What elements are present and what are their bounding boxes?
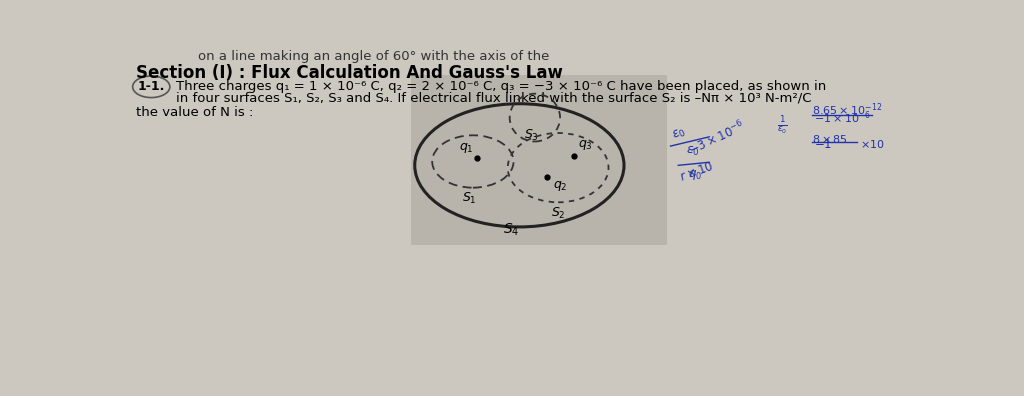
Text: $S_2$: $S_2$: [551, 206, 565, 221]
Text: Three charges q₁ = 1 × 10⁻⁶ C, q₂ = 2 × 10⁻⁶ C, q₃ = −3 × 10⁻⁶ C have been place: Three charges q₁ = 1 × 10⁻⁶ C, q₂ = 2 × …: [176, 80, 826, 93]
Text: $q_3$: $q_3$: [578, 138, 592, 152]
Text: in four surfaces S₁, S₂, S₃ and S₄. If electrical flux linked with the surface S: in four surfaces S₁, S₂, S₃ and S₄. If e…: [176, 91, 812, 105]
Text: $\frac{1}{\varepsilon_0}$: $\frac{1}{\varepsilon_0}$: [777, 114, 788, 136]
Text: $r\times10$: $r\times10$: [678, 160, 716, 184]
Text: $S_4$: $S_4$: [504, 222, 520, 238]
Text: $\varepsilon_{0}$: $\varepsilon_{0}$: [671, 125, 688, 143]
Text: $8.65\times10^{-12}$: $8.65\times10^{-12}$: [812, 101, 882, 118]
Text: 1-1.: 1-1.: [137, 80, 165, 93]
Text: $q_2$: $q_2$: [553, 179, 567, 193]
Text: the value of N is :: the value of N is :: [136, 106, 253, 119]
Text: $\varepsilon_0$: $\varepsilon_0$: [686, 145, 699, 158]
Text: $q_0$: $q_0$: [687, 168, 701, 182]
Text: $\times10$: $\times10$: [860, 138, 885, 150]
Text: $-1$: $-1$: [814, 138, 833, 151]
Text: $q_1$: $q_1$: [460, 141, 474, 155]
Text: $S_1$: $S_1$: [462, 191, 476, 206]
Text: Section (I) : Flux Calculation And Gauss's Law: Section (I) : Flux Calculation And Gauss…: [136, 64, 562, 82]
Text: $S_3$: $S_3$: [523, 128, 539, 143]
Text: $-1\times10^{-6}$: $-1\times10^{-6}$: [814, 110, 871, 126]
Text: on a line making an angle of 60° with the axis of the: on a line making an angle of 60° with th…: [198, 50, 549, 63]
Text: $8\times85$: $8\times85$: [812, 133, 848, 145]
FancyBboxPatch shape: [411, 75, 667, 245]
Text: $-3\times10^{-6}$: $-3\times10^{-6}$: [686, 118, 748, 158]
